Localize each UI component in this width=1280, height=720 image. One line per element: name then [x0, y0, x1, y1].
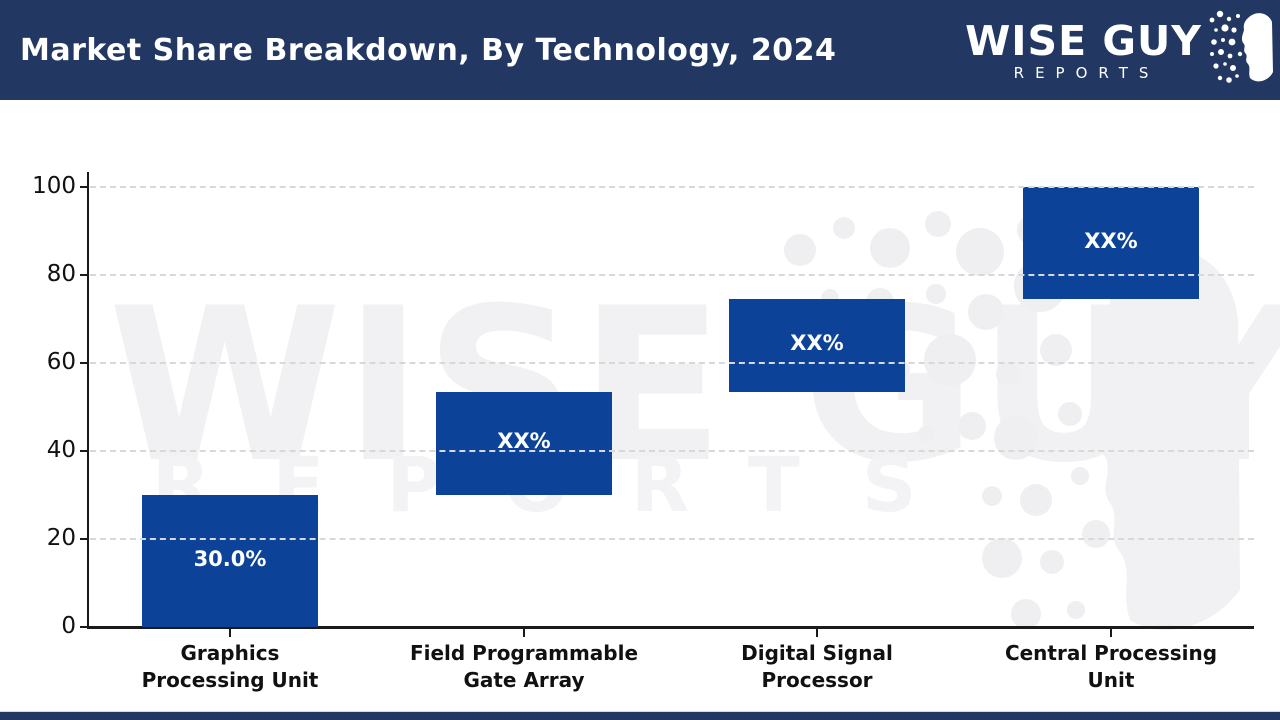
gridline — [90, 186, 1254, 188]
y-tick-mark — [80, 626, 88, 628]
y-tick-mark — [80, 450, 88, 452]
footer-bar — [0, 712, 1280, 720]
gridline — [90, 538, 1254, 540]
y-tick-label: 100 — [32, 173, 76, 199]
gridline — [90, 274, 1254, 276]
bar-value-label: 30.0% — [193, 547, 267, 571]
footer-hairline — [0, 711, 1280, 712]
x-category-label: Digital Signal Processor — [741, 641, 893, 692]
x-tick-mark — [523, 629, 525, 637]
bar-field-programmable-gate-array — [436, 391, 612, 495]
y-tick-label: 40 — [46, 437, 76, 463]
logo-wise-guy-label: WISE GUY — [965, 16, 1202, 65]
x-category-label: Field Programmable Gate Array — [409, 641, 639, 692]
gridline — [90, 450, 1254, 452]
bar-value-label: XX% — [790, 331, 844, 356]
x-category-label: Graphics Processing Unit — [141, 641, 319, 692]
y-tick-mark — [80, 362, 88, 364]
x-tick-mark — [229, 629, 231, 637]
x-tick-mark — [816, 629, 818, 637]
gridline — [90, 362, 1254, 364]
bar-value-label: XX% — [1084, 229, 1138, 254]
logo-reports-label: REPORTS — [1013, 63, 1160, 82]
y-axis-line — [87, 172, 89, 628]
bar-graphics-processing-unit — [142, 495, 318, 627]
y-tick-mark — [80, 186, 88, 188]
wise-guy-reports-logo: WISE GUY REPORTS — [965, 6, 1278, 94]
y-tick-label: 20 — [46, 525, 76, 551]
y-tick-mark — [80, 538, 88, 540]
y-tick-label: 80 — [46, 261, 76, 287]
logo-text: WISE GUY REPORTS — [965, 19, 1202, 82]
y-tick-label: 60 — [46, 349, 76, 375]
page-title: Market Share Breakdown, By Technology, 2… — [20, 32, 837, 68]
header-bar: Market Share Breakdown, By Technology, 2… — [0, 0, 1280, 100]
y-tick-mark — [80, 274, 88, 276]
x-axis-line — [87, 626, 1254, 629]
x-tick-mark — [1110, 629, 1112, 637]
y-tick-label: 0 — [61, 613, 76, 639]
logo-dotted-head-icon — [1209, 10, 1273, 83]
x-category-label: Central Processing Unit — [1004, 641, 1218, 692]
bar-value-label: XX% — [497, 429, 551, 454]
